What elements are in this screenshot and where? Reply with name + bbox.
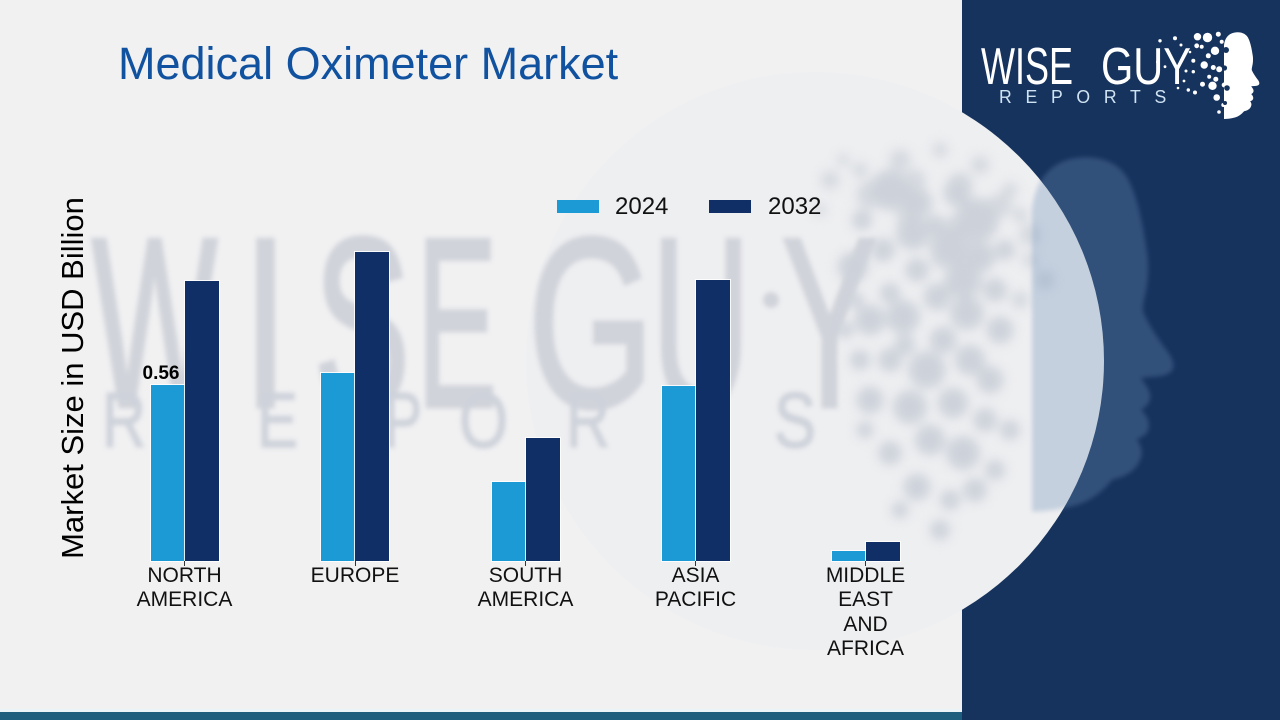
svg-text:R: R [566,376,610,464]
svg-text:E: E [417,189,497,458]
svg-text:Y: Y [782,189,877,458]
svg-text:O: O [459,376,508,464]
svg-text:REPORTS: REPORTS [999,87,1180,107]
svg-text:WISE: WISE [981,38,1073,96]
svg-text:S: S [774,376,816,464]
svg-text:GUY: GUY [1101,38,1191,96]
svg-text:R: R [102,376,146,464]
svg-text:E: E [257,376,298,464]
svg-text:P: P [384,376,422,464]
svg-text:G: G [528,189,654,458]
svg-text:I: I [243,189,288,458]
